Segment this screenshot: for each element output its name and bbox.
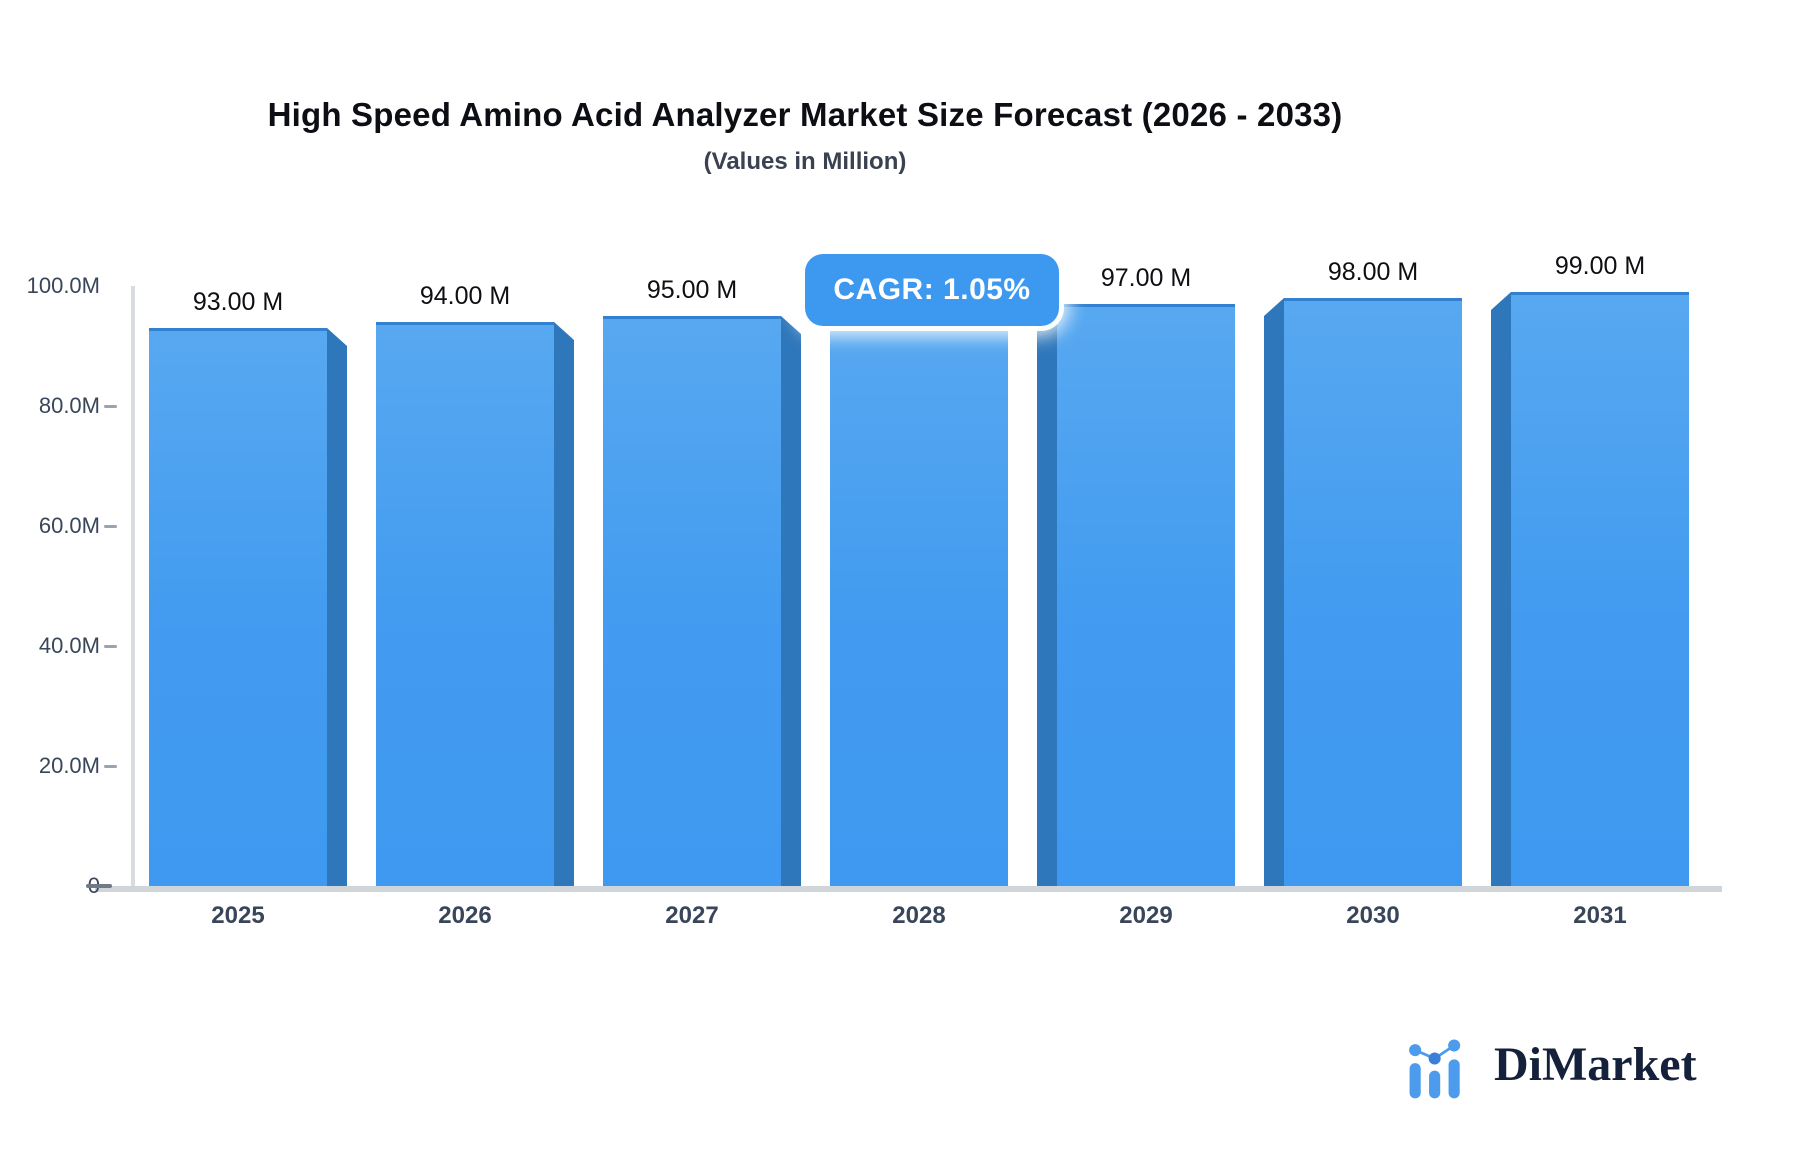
- bar-value-label-2030: 98.00 M: [1327, 258, 1419, 286]
- x-axis-baseline: [95, 886, 1722, 892]
- x-axis-tick-label-2027: 2027: [665, 902, 719, 929]
- cagr-badge-label: CAGR: 1.05%: [833, 273, 1031, 306]
- y-axis-zero-tick: [86, 884, 112, 888]
- bar-2031-3d-side: [1491, 292, 1511, 886]
- bar-2026[interactable]: [376, 322, 554, 886]
- y-axis-tick-label: 100.0M: [26, 273, 100, 298]
- bar-value-label-2025: 93.00 M: [192, 288, 284, 316]
- bar-2028[interactable]: [830, 310, 1008, 886]
- y-axis-tick-label: 60.0M: [38, 513, 100, 538]
- chart-heading: High Speed Amino Acid Analyzer Market Si…: [5, 96, 1605, 176]
- bar-2026-3d-side: [554, 322, 574, 886]
- x-axis-tick-label-2026: 2026: [438, 902, 492, 929]
- bar-2027[interactable]: [603, 316, 781, 886]
- bar-chart-trend-icon: [1409, 1039, 1461, 1099]
- x-axis-tick-label-2029: 2029: [1119, 902, 1173, 929]
- brand-logo: DiMarket: [1404, 1028, 1697, 1102]
- y-axis-tick-label: 20.0M: [38, 753, 100, 778]
- chart-title: High Speed Amino Acid Analyzer Market Si…: [267, 96, 1343, 133]
- y-axis-tick-mark: [104, 405, 117, 408]
- bar-2025[interactable]: [149, 328, 327, 886]
- bar-value-label-2031: 99.00 M: [1554, 252, 1646, 280]
- y-axis-tick-mark: [104, 525, 117, 528]
- bar-2029-3d-side: [1037, 304, 1057, 886]
- x-axis-tick-label-2030: 2030: [1346, 902, 1400, 929]
- y-axis-tick-label: 40.0M: [38, 633, 100, 658]
- bar-value-label-2027: 95.00 M: [646, 276, 738, 304]
- bar-2029[interactable]: [1057, 304, 1235, 886]
- x-axis-tick-label-2025: 2025: [211, 902, 265, 929]
- bar-2031[interactable]: [1511, 292, 1689, 886]
- cagr-badge: CAGR: 1.05%: [805, 254, 1059, 326]
- x-axis-tick-label-2031: 2031: [1573, 902, 1627, 929]
- brand-logo-text: DiMarket: [1494, 1038, 1697, 1091]
- y-axis-line: [131, 286, 135, 892]
- y-axis-tick-mark: [104, 645, 117, 648]
- bar-2030-3d-side: [1264, 298, 1284, 886]
- bar-2025-3d-side: [327, 328, 347, 886]
- y-axis-tick-label: 0: [0, 873, 100, 899]
- chart-subtitle: (Values in Million): [703, 148, 907, 175]
- y-axis-tick-mark: [104, 765, 117, 768]
- y-axis-tick-label: 80.0M: [38, 393, 100, 418]
- x-axis-tick-label-2028: 2028: [892, 902, 946, 929]
- bar-value-label-2026: 94.00 M: [419, 282, 511, 310]
- bar-value-label-2029: 97.00 M: [1100, 264, 1192, 292]
- bar-2027-3d-side: [781, 316, 801, 886]
- bar-2030[interactable]: [1284, 298, 1462, 886]
